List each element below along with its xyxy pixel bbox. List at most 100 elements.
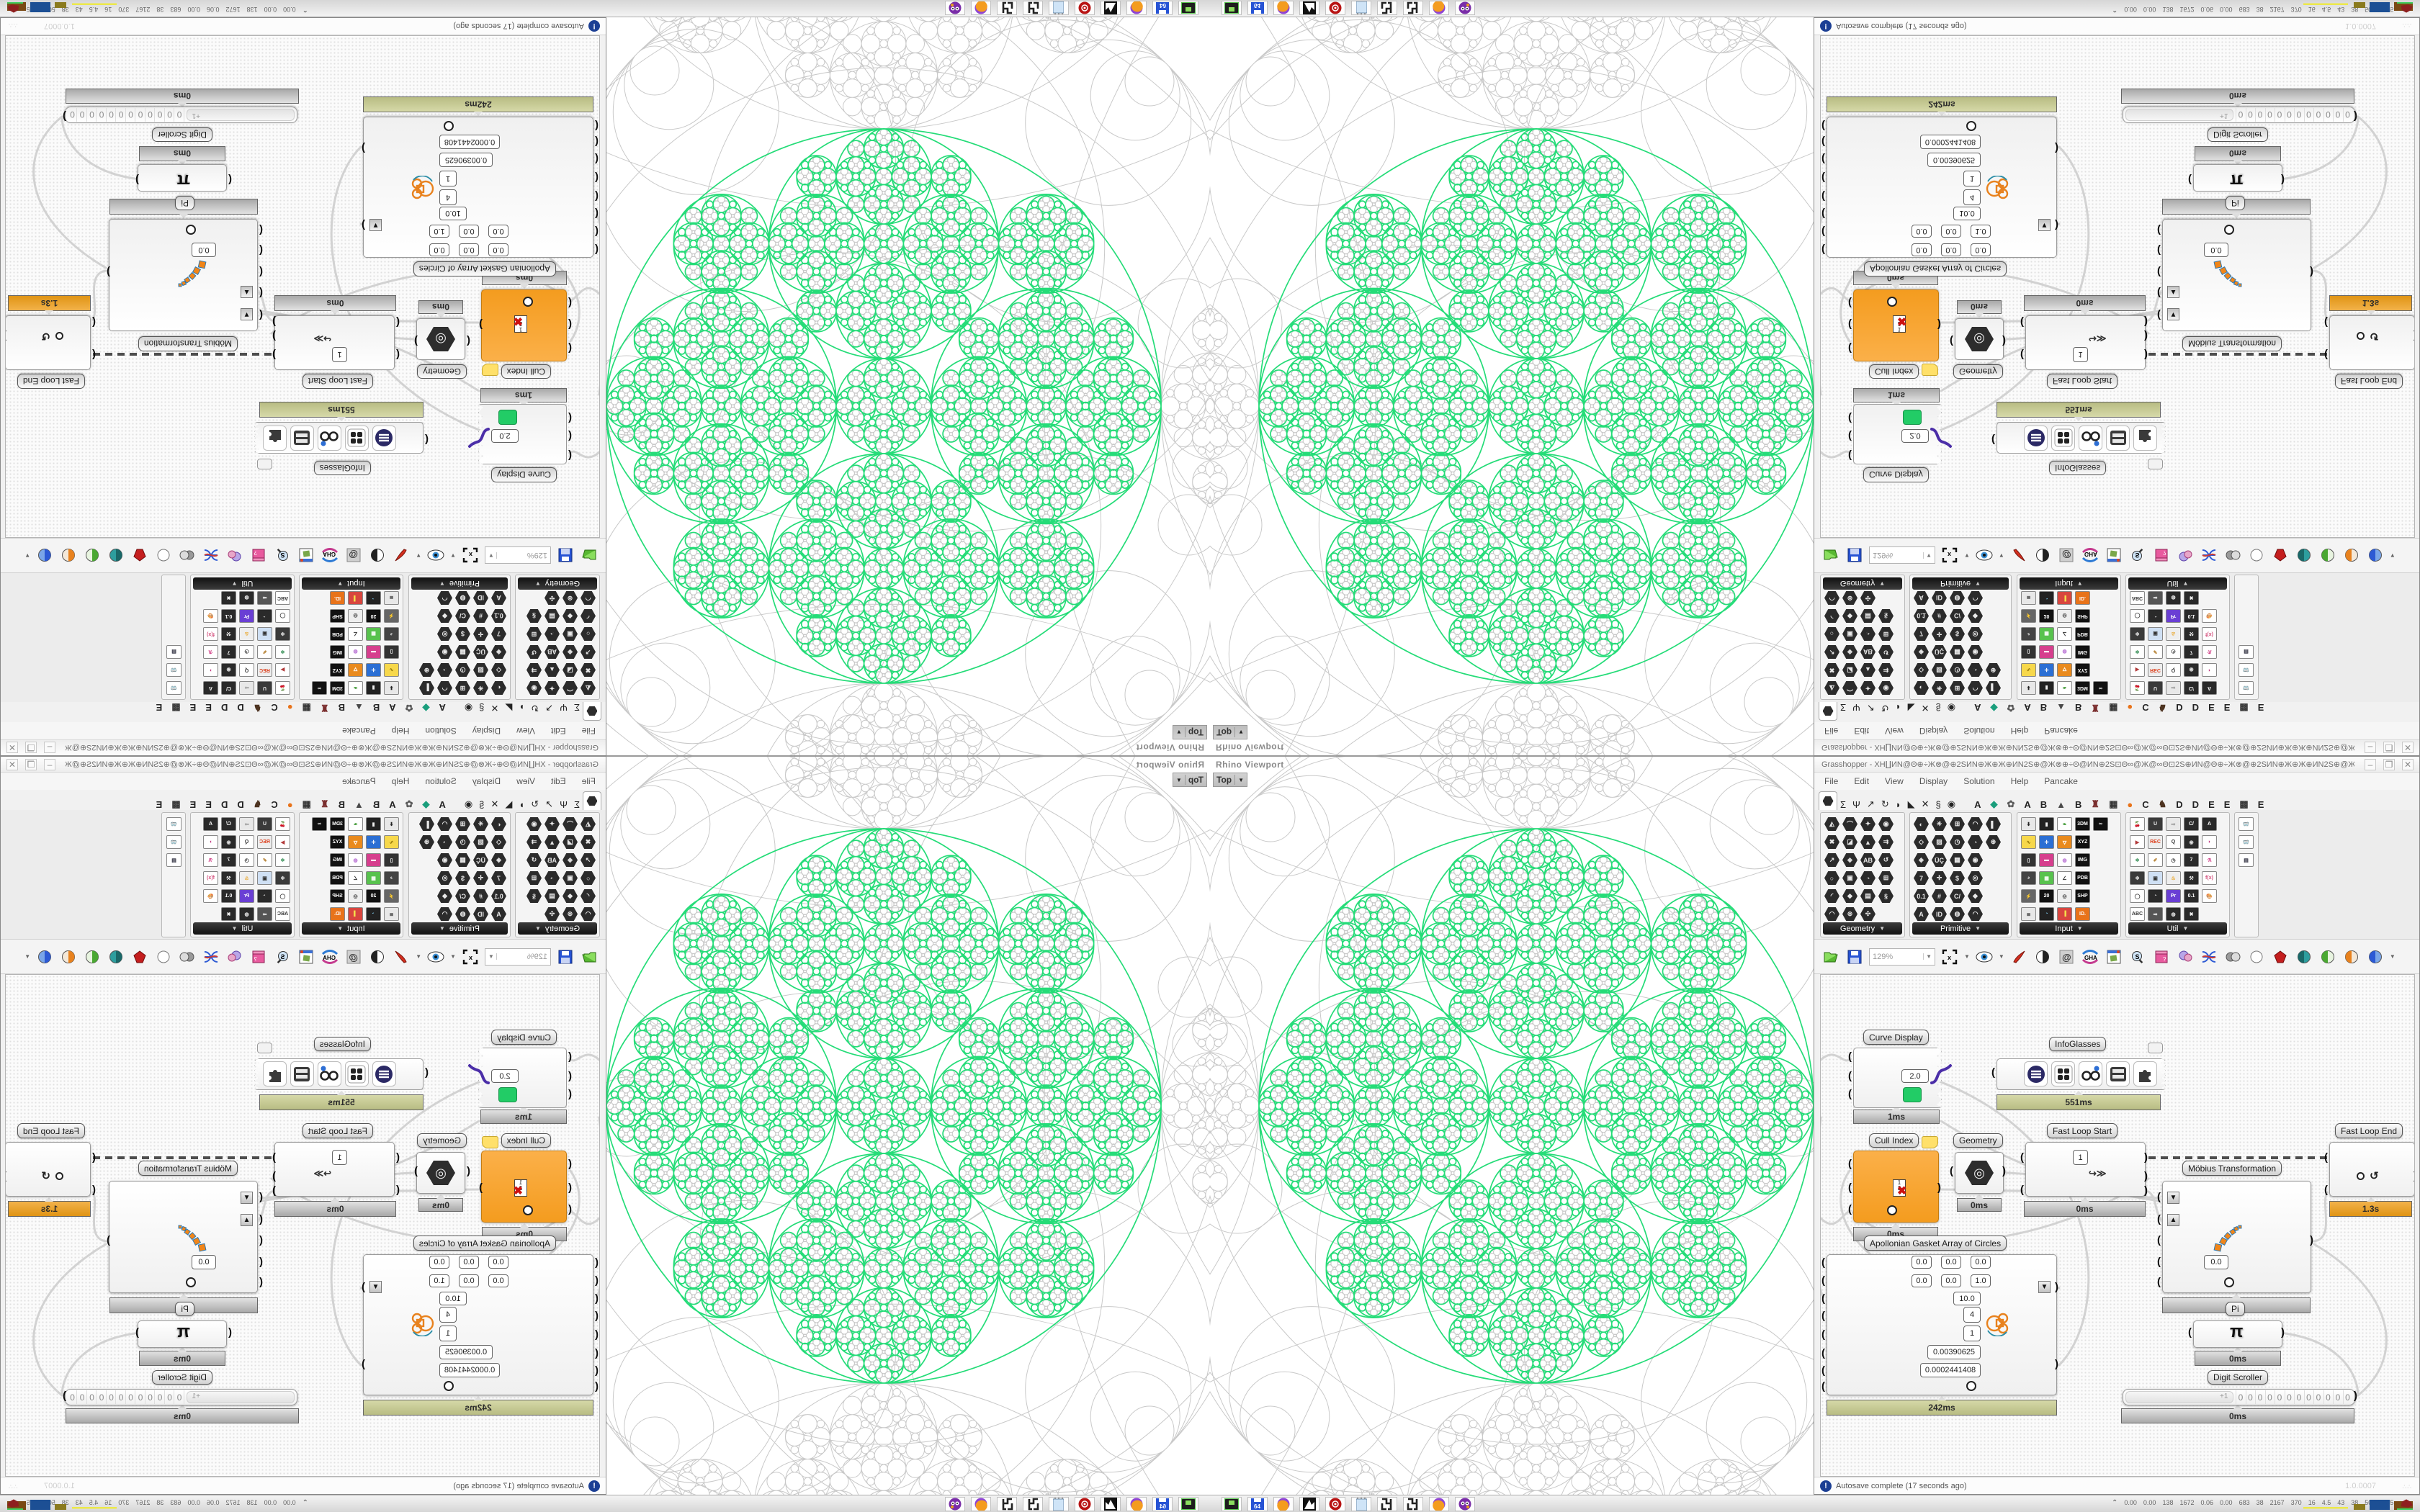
title-bar[interactable]: Grasshopper - XH∐ИN@Θ⊕÷Ж⊗@⊕2SИN⊕Ж⊕Ж⊕ИN2S… xyxy=(1,757,606,773)
component-icon[interactable]: 🜄 xyxy=(346,661,364,679)
component-icon[interactable]: A xyxy=(2200,679,2218,697)
plugin-tab-1[interactable]: ◆ xyxy=(1990,798,1997,810)
component-icon[interactable]: ◯ xyxy=(274,887,292,905)
plugin-tab-11[interactable]: ♞ xyxy=(2159,798,2167,810)
component-icon[interactable]: A xyxy=(490,589,508,607)
toolbar-red-gem-icon[interactable] xyxy=(2271,546,2290,565)
component-icon[interactable]: ▤ xyxy=(165,643,183,661)
component-icon[interactable] xyxy=(2092,607,2110,625)
toolbar-sphere-half-icon[interactable] xyxy=(368,546,387,565)
tab-icon-8[interactable]: ◉ xyxy=(1948,798,1955,810)
min-radius-value[interactable]: 0.00390625 xyxy=(1927,153,1981,167)
component-icon[interactable]: ∠ xyxy=(2056,625,2074,643)
component-icon[interactable]: ◪ xyxy=(1841,833,1859,851)
menu-item-solution[interactable]: Solution xyxy=(1963,726,1994,736)
plugin-tab-4[interactable]: B xyxy=(373,703,380,714)
tab-params-selected[interactable] xyxy=(583,702,601,721)
tab-icon-2[interactable]: ↗ xyxy=(1867,798,1875,810)
parallel-toggle[interactable] xyxy=(1966,1381,1976,1391)
taskbar-notepad-icon[interactable] xyxy=(1049,1,1069,15)
number-of-circles-value[interactable]: 4 xyxy=(439,189,457,205)
plugin-tab-17[interactable]: E xyxy=(156,703,163,714)
panel-label-primitive[interactable]: Primitive ▼ xyxy=(1912,577,2009,590)
component-icon[interactable]: A xyxy=(202,815,220,833)
resize-grip[interactable]: ∴∴ xyxy=(8,1483,17,1491)
component-icon[interactable]: ▮ xyxy=(2038,679,2056,697)
port-out[interactable]: ) xyxy=(2310,1237,2313,1244)
toolbar-screenshot-icon[interactable] xyxy=(2105,948,2123,966)
digit-cell[interactable]: 0 xyxy=(2333,108,2342,122)
component-icon[interactable]: ◐ xyxy=(1912,679,1930,697)
tab-icon-1[interactable]: Ψ xyxy=(560,799,568,810)
taskbar-console-green-icon[interactable] xyxy=(1222,1497,1242,1511)
component-icon[interactable]: ID. xyxy=(2074,589,2092,607)
plugin-tab-1[interactable]: ◆ xyxy=(423,702,430,714)
minimize-button[interactable]: – xyxy=(2365,742,2376,753)
component-icon[interactable]: f(x) xyxy=(202,625,220,643)
toolbar-sphere-half-icon[interactable] xyxy=(2033,546,2052,565)
n-y-value[interactable]: 0.0 xyxy=(1941,225,1961,238)
node-label-cull-index[interactable]: Cull Index xyxy=(501,1133,551,1148)
digit-cell[interactable]: 0 xyxy=(2275,1390,2284,1404)
tab-icon-8[interactable]: ◉ xyxy=(1948,702,1955,714)
component-icon[interactable]: ∠ xyxy=(346,625,364,643)
infoglasses-puzzle-icon[interactable] xyxy=(263,1061,287,1086)
node-label-cull-index[interactable]: Cull Index xyxy=(1869,1133,1919,1148)
component-icon[interactable]: ◪ xyxy=(561,661,579,679)
node-label-pi[interactable]: Pi xyxy=(175,196,194,210)
gh-canvas[interactable]: Curve Display Curves Thickness 2.0 Color… xyxy=(5,974,600,1477)
panel-label-input[interactable]: Input ▼ xyxy=(302,922,400,935)
plugin-tab-15[interactable]: E xyxy=(190,799,197,810)
port-out[interactable]: ) xyxy=(2310,268,2313,275)
infoglasses-grid-dots-icon[interactable] xyxy=(2051,426,2075,451)
port-in[interactable]: ( xyxy=(1848,414,1852,421)
component-icon[interactable]: 🍒 xyxy=(2128,815,2146,833)
sticky-note-icon[interactable] xyxy=(482,1136,498,1148)
component-icon[interactable]: ◕ xyxy=(2020,869,2038,887)
toolbar-screenshot-icon[interactable] xyxy=(297,948,315,966)
component-icon[interactable]: ◈ xyxy=(1912,851,1930,869)
component-icon[interactable]: C/ xyxy=(2182,815,2200,833)
component-icon[interactable]: ⊞ xyxy=(1948,679,1966,697)
taskbar-red-badge-icon[interactable] xyxy=(1325,1,1345,15)
component-icon[interactable]: ∞ xyxy=(2092,815,2110,833)
port-in[interactable]: ( xyxy=(467,337,470,344)
c-y-value[interactable]: 0.0 xyxy=(459,243,479,256)
component-icon[interactable] xyxy=(1984,905,2002,923)
component-icon[interactable]: ⊛ xyxy=(418,661,436,679)
node-label-fast-loop-start[interactable]: Fast Loop Start xyxy=(2047,1123,2118,1138)
component-icon[interactable]: ◈ xyxy=(490,851,508,869)
tab-icon-6[interactable]: ✕ xyxy=(491,702,499,714)
node-label-digit-scroller[interactable]: Digit Scroller xyxy=(152,1370,212,1385)
port-out[interactable]: ) xyxy=(1937,1184,1941,1192)
component-icon[interactable]: ◪ xyxy=(1841,661,1859,679)
plugin-tab-5[interactable]: ▲ xyxy=(2056,799,2066,810)
menu-item-file[interactable]: File xyxy=(582,726,596,736)
component-icon[interactable]: REC xyxy=(2146,661,2164,679)
component-icon[interactable]: ◍ xyxy=(454,589,472,607)
port-in[interactable]: ( xyxy=(1821,138,1825,145)
digit-cell[interactable]: 0 xyxy=(156,108,165,122)
component-icon[interactable]: ⬇ xyxy=(2020,679,2038,697)
component-icon[interactable] xyxy=(1984,589,2002,607)
taskbar-floppy-64-icon[interactable]: 64 xyxy=(1247,1497,1268,1511)
component-icon[interactable]: 🥽 xyxy=(165,679,183,697)
digit-cell[interactable]: 0 xyxy=(2313,1390,2323,1404)
component-icon[interactable]: ◉ xyxy=(1877,815,1895,833)
plugin-tab-9[interactable]: ● xyxy=(287,799,293,810)
component-icon[interactable]: ▨ xyxy=(472,661,490,679)
menu-item-pancake[interactable]: Pancake xyxy=(342,726,376,736)
graft-button[interactable]: ▲ xyxy=(2167,286,2179,298)
component-icon[interactable] xyxy=(2200,589,2218,607)
iterations-value[interactable]: 1 xyxy=(2073,347,2088,362)
port-in[interactable]: ( xyxy=(595,210,599,217)
port-in[interactable]: ( xyxy=(2188,1329,2192,1336)
node-label-geometry[interactable]: Geometry xyxy=(1953,1133,2003,1148)
component-icon[interactable]: ⚒ xyxy=(220,869,238,887)
component-icon[interactable]: ⌒ xyxy=(1841,815,1859,833)
node-label-geometry[interactable]: Geometry xyxy=(1953,364,2003,379)
chevron-down-icon[interactable]: ▼ xyxy=(450,953,456,960)
component-icon[interactable]: ABC xyxy=(2128,589,2146,607)
component-icon[interactable]: ▦ xyxy=(2038,625,2056,643)
port-in[interactable]: ( xyxy=(2020,351,2024,358)
